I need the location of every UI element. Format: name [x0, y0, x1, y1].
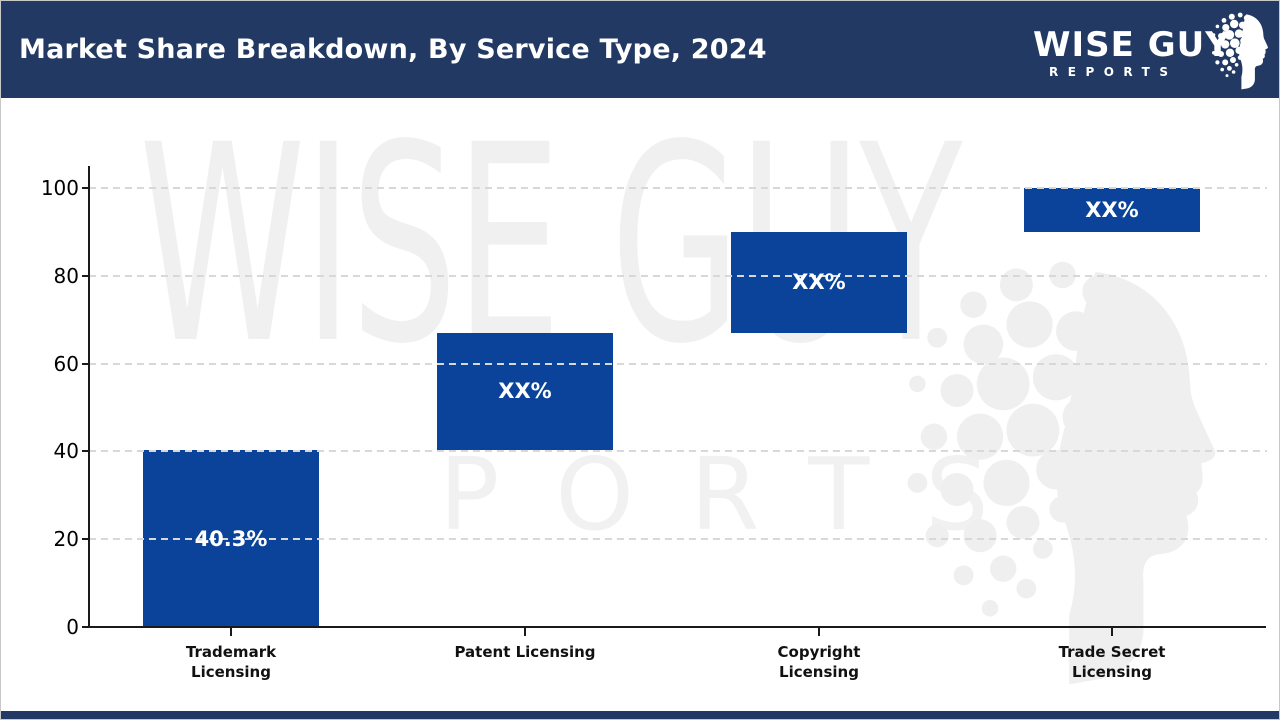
category-label-trademark-licensing: Trademark Licensing: [185, 643, 277, 681]
brand-logo: WISE GUY REPORTS: [1029, 7, 1269, 93]
gridline-40: [89, 450, 1267, 453]
bar-copyright-licensing: [731, 231, 907, 333]
category-label-patent-licensing: Patent Licensing: [454, 643, 596, 661]
x-tick-trademark-licensing: [230, 628, 232, 636]
bar-label-copyright-licensing: XX%: [792, 270, 846, 295]
y-tick-label-20: 20: [53, 527, 79, 552]
y-tick-label-80: 80: [53, 263, 79, 288]
wiseguy-head-icon: [1209, 11, 1269, 91]
bar-label-trademark-licensing: 40.3%: [194, 526, 268, 551]
gridline-100: [89, 187, 1267, 189]
brand-wordmark: WISE GUY: [1033, 25, 1231, 65]
category-label-copyright-licensing: Copyright Licensing: [777, 643, 861, 681]
y-tick-label-40: 40: [53, 439, 79, 464]
y-tick-label-60: 60: [53, 351, 79, 376]
footer-bar: [1, 711, 1279, 719]
y-tick-20: [82, 538, 89, 541]
x-tick-patent-licensing: [524, 628, 526, 636]
gridline-80: [89, 274, 1267, 277]
y-tick-label-0: 0: [66, 615, 79, 639]
x-axis-line: [88, 626, 1266, 628]
x-tick-copyright-licensing: [818, 628, 820, 636]
category-label-trade-secret-licensing: Trade Secret Licensing: [1058, 643, 1166, 681]
y-axis-line: [88, 166, 90, 628]
page-title: Market Share Breakdown, By Service Type,…: [19, 34, 767, 65]
gridline-20: [89, 538, 1267, 541]
y-tick-80: [82, 274, 89, 277]
bar-patent-licensing: [437, 332, 613, 451]
y-tick-100: [82, 187, 89, 189]
gridline-60: [89, 362, 1267, 365]
header: Market Share Breakdown, By Service Type,…: [1, 1, 1279, 98]
y-tick-40: [82, 450, 89, 453]
y-tick-label-100: 100: [40, 176, 79, 200]
bar-label-trade-secret-licensing: XX%: [1085, 197, 1139, 222]
bar-trade-secret-licensing: [1024, 188, 1200, 232]
x-tick-trade-secret-licensing: [1111, 628, 1113, 636]
brand-reports-text: REPORTS: [1049, 65, 1178, 79]
y-tick-0: [82, 626, 89, 628]
y-tick-60: [82, 362, 89, 365]
bar-label-patent-licensing: XX%: [498, 379, 552, 404]
